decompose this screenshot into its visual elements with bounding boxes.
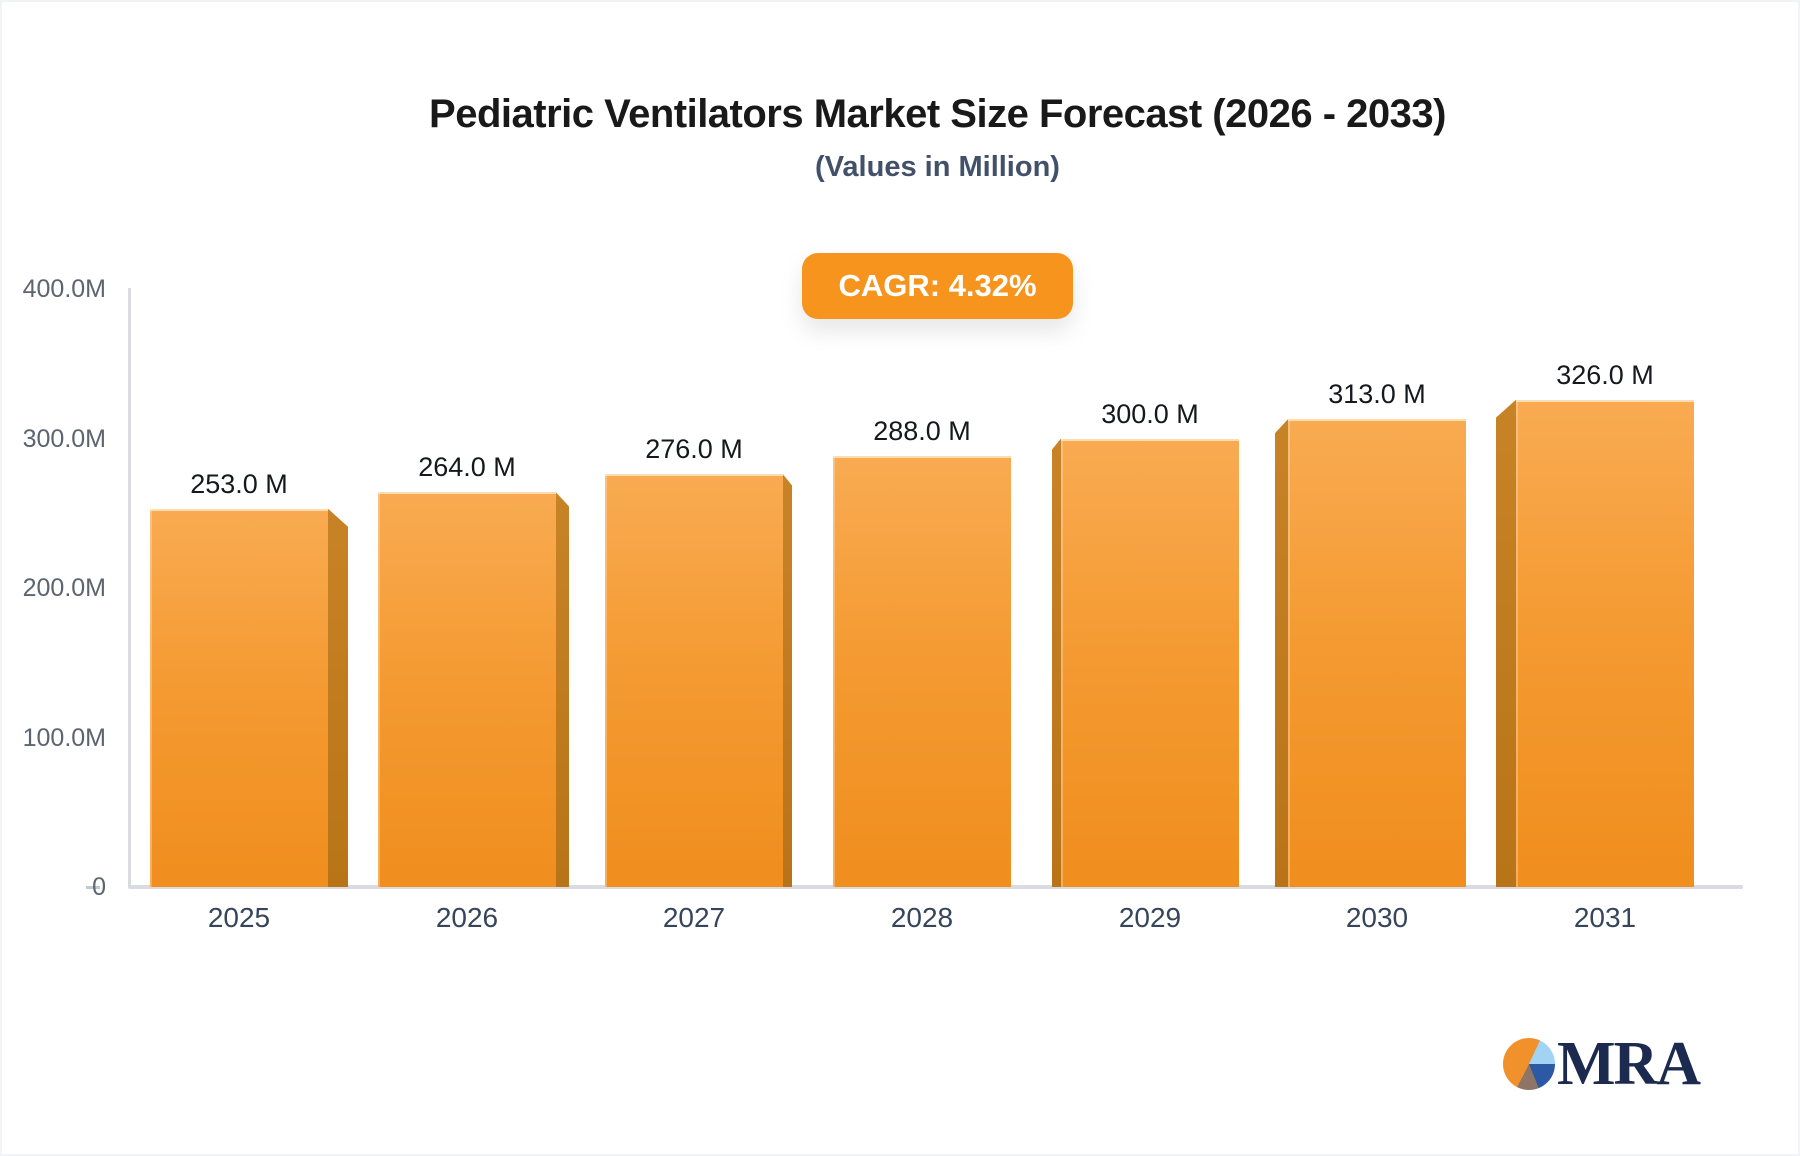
y-axis-tick-label: 300.0M: [22, 424, 106, 453]
bar-3d-side: [556, 492, 569, 887]
bar-value-label: 288.0 M: [873, 416, 971, 447]
x-axis-category-label: 2027: [662, 902, 726, 933]
bar-value-label: 264.0 M: [418, 452, 516, 483]
mra-logo: MRA: [1503, 1030, 1701, 1098]
zero-tick-mark: [86, 886, 100, 889]
x-axis-category-label: 2029: [1118, 902, 1182, 933]
y-axis-tick-label: 0: [92, 873, 106, 901]
x-axis-category-label: 2028: [890, 902, 954, 933]
cagr-badge: CAGR: 4.32%: [802, 253, 1073, 319]
bar-2027: [605, 474, 783, 887]
pie-chart-logo-icon: [1503, 1038, 1555, 1090]
bar-value-label: 326.0 M: [1556, 359, 1654, 390]
bar-value-label: 313.0 M: [1328, 379, 1426, 410]
bar-2030: [1288, 419, 1466, 887]
logo-text: MRA: [1557, 1030, 1701, 1098]
bar-value-label: 276.0 M: [645, 434, 743, 465]
x-axis-line: [128, 885, 1743, 889]
bar-3d-side: [783, 474, 792, 887]
y-axis-line: [128, 288, 131, 887]
bar-value-label: 300.0 M: [1101, 398, 1199, 429]
y-axis-tick-label: 200.0M: [22, 574, 106, 602]
cagr-badge-wrap: CAGR: 4.32%: [130, 253, 1745, 319]
y-axis-tick-label: 100.0M: [22, 723, 106, 752]
bar-3d-side: [1275, 419, 1288, 887]
chart-header: Pediatric Ventilators Market Size Foreca…: [130, 92, 1745, 184]
x-axis-category-label: 2026: [435, 902, 499, 933]
bar-2026: [378, 492, 556, 887]
y-axis-tick-label: 400.0M: [22, 275, 106, 303]
bar-2031: [1516, 399, 1694, 887]
bar-2025: [150, 508, 328, 887]
chart-subtitle: (Values in Million): [815, 151, 1060, 183]
bar-2029: [1061, 438, 1239, 887]
x-axis-category-label: 2025: [207, 902, 271, 933]
bar-3d-side: [1496, 399, 1516, 887]
chart-title: Pediatric Ventilators Market Size Foreca…: [429, 92, 1446, 136]
bar-3d-side: [1052, 438, 1061, 887]
x-axis-category-label: 2030: [1345, 902, 1409, 933]
bar-value-label: 253.0 M: [190, 468, 288, 499]
bar-2028: [833, 456, 1011, 887]
x-axis-category-label: 2031: [1573, 902, 1637, 933]
bar-3d-side: [328, 508, 348, 887]
